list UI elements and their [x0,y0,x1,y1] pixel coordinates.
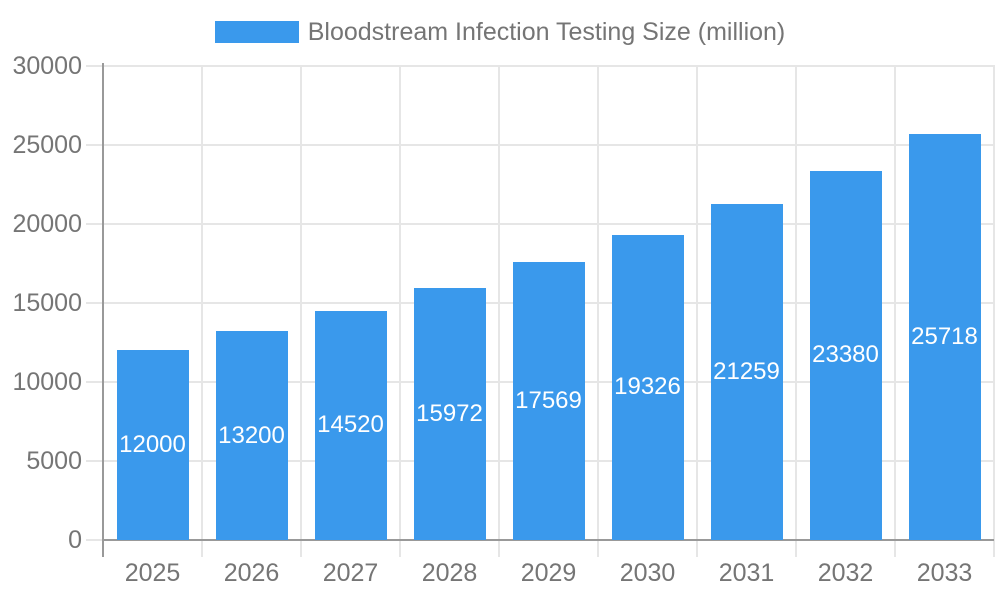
bar-2029[interactable] [512,262,585,540]
bar-value-label: 17569 [515,387,582,415]
gridline-horizontal [86,144,994,146]
x-axis-tick-label: 2027 [322,559,379,587]
bar-2032[interactable] [809,170,882,540]
y-axis-line [102,63,104,557]
bar-value-label: 21259 [713,358,780,386]
bar-2025[interactable] [116,350,189,540]
bar-value-label: 15972 [416,399,483,427]
bar-2026[interactable] [215,331,288,540]
gridline-horizontal [86,223,994,225]
x-axis-tick-label: 2028 [421,559,478,587]
bar-2028[interactable] [413,287,486,540]
bar-value-label: 23380 [812,341,879,369]
x-axis-tick-label: 2025 [124,559,181,587]
x-axis-tick-label: 2030 [619,559,676,587]
x-axis-tick-label: 2026 [223,559,280,587]
y-axis-tick-label: 0 [68,526,82,554]
x-axis-tick-label: 2031 [718,559,775,587]
bar-value-label: 12000 [119,431,186,459]
gridline-vertical [399,65,401,557]
bar-2027[interactable] [314,310,387,540]
legend-color-swatch [214,21,299,43]
gridline-vertical [696,65,698,557]
legend-label: Bloodstream Infection Testing Size (mill… [307,18,786,46]
bar-value-label: 19326 [614,373,681,401]
bar-value-label: 14520 [317,411,384,439]
x-axis-tick-label: 2029 [520,559,577,587]
gridline-vertical [993,65,995,557]
y-axis-tick-label: 25000 [12,131,82,159]
gridline-vertical [201,65,203,557]
bar-2031[interactable] [710,204,783,540]
gridline-vertical [597,65,599,557]
gridline-vertical [795,65,797,557]
bar-value-label: 13200 [218,421,285,449]
gridline-vertical [300,65,302,557]
x-axis-line [103,539,994,541]
y-axis-tick-label: 15000 [12,289,82,317]
bar-value-label: 25718 [911,322,978,350]
legend[interactable]: Bloodstream Infection Testing Size (mill… [0,19,1000,45]
y-axis-tick-label: 30000 [12,52,82,80]
bar-2030[interactable] [611,234,684,540]
y-axis-tick-label: 20000 [12,210,82,238]
x-axis-tick-label: 2032 [817,559,874,587]
gridline-vertical [894,65,896,557]
y-axis-tick-label: 5000 [26,447,82,475]
bar-2033[interactable] [908,133,981,540]
gridline-vertical [498,65,500,557]
y-axis-tick-label: 10000 [12,368,82,396]
x-axis-tick-label: 2033 [916,559,973,587]
gridline-horizontal [86,65,994,67]
